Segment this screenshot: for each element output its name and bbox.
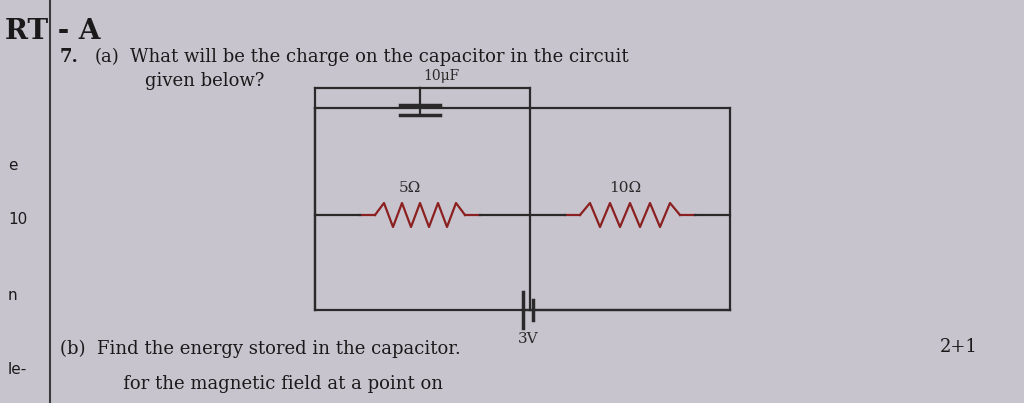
Text: 2+1: 2+1 — [940, 338, 978, 356]
Text: RT - A: RT - A — [5, 18, 100, 45]
Text: 5Ω: 5Ω — [399, 181, 421, 195]
Text: (b)  Find the energy stored in the capacitor.: (b) Find the energy stored in the capaci… — [60, 340, 461, 358]
Text: 10: 10 — [8, 212, 28, 228]
Text: for the magnetic field at a point on: for the magnetic field at a point on — [60, 375, 443, 393]
Text: n: n — [8, 287, 17, 303]
Text: 7.: 7. — [60, 48, 79, 66]
Text: 3V: 3V — [518, 332, 539, 346]
Text: e: e — [8, 158, 17, 172]
Text: 10Ω: 10Ω — [609, 181, 641, 195]
Text: What will be the charge on the capacitor in the circuit: What will be the charge on the capacitor… — [130, 48, 629, 66]
Text: 10μF: 10μF — [423, 69, 459, 83]
Text: le-: le- — [8, 363, 28, 378]
Text: given below?: given below? — [145, 72, 264, 90]
Text: (a): (a) — [95, 48, 120, 66]
